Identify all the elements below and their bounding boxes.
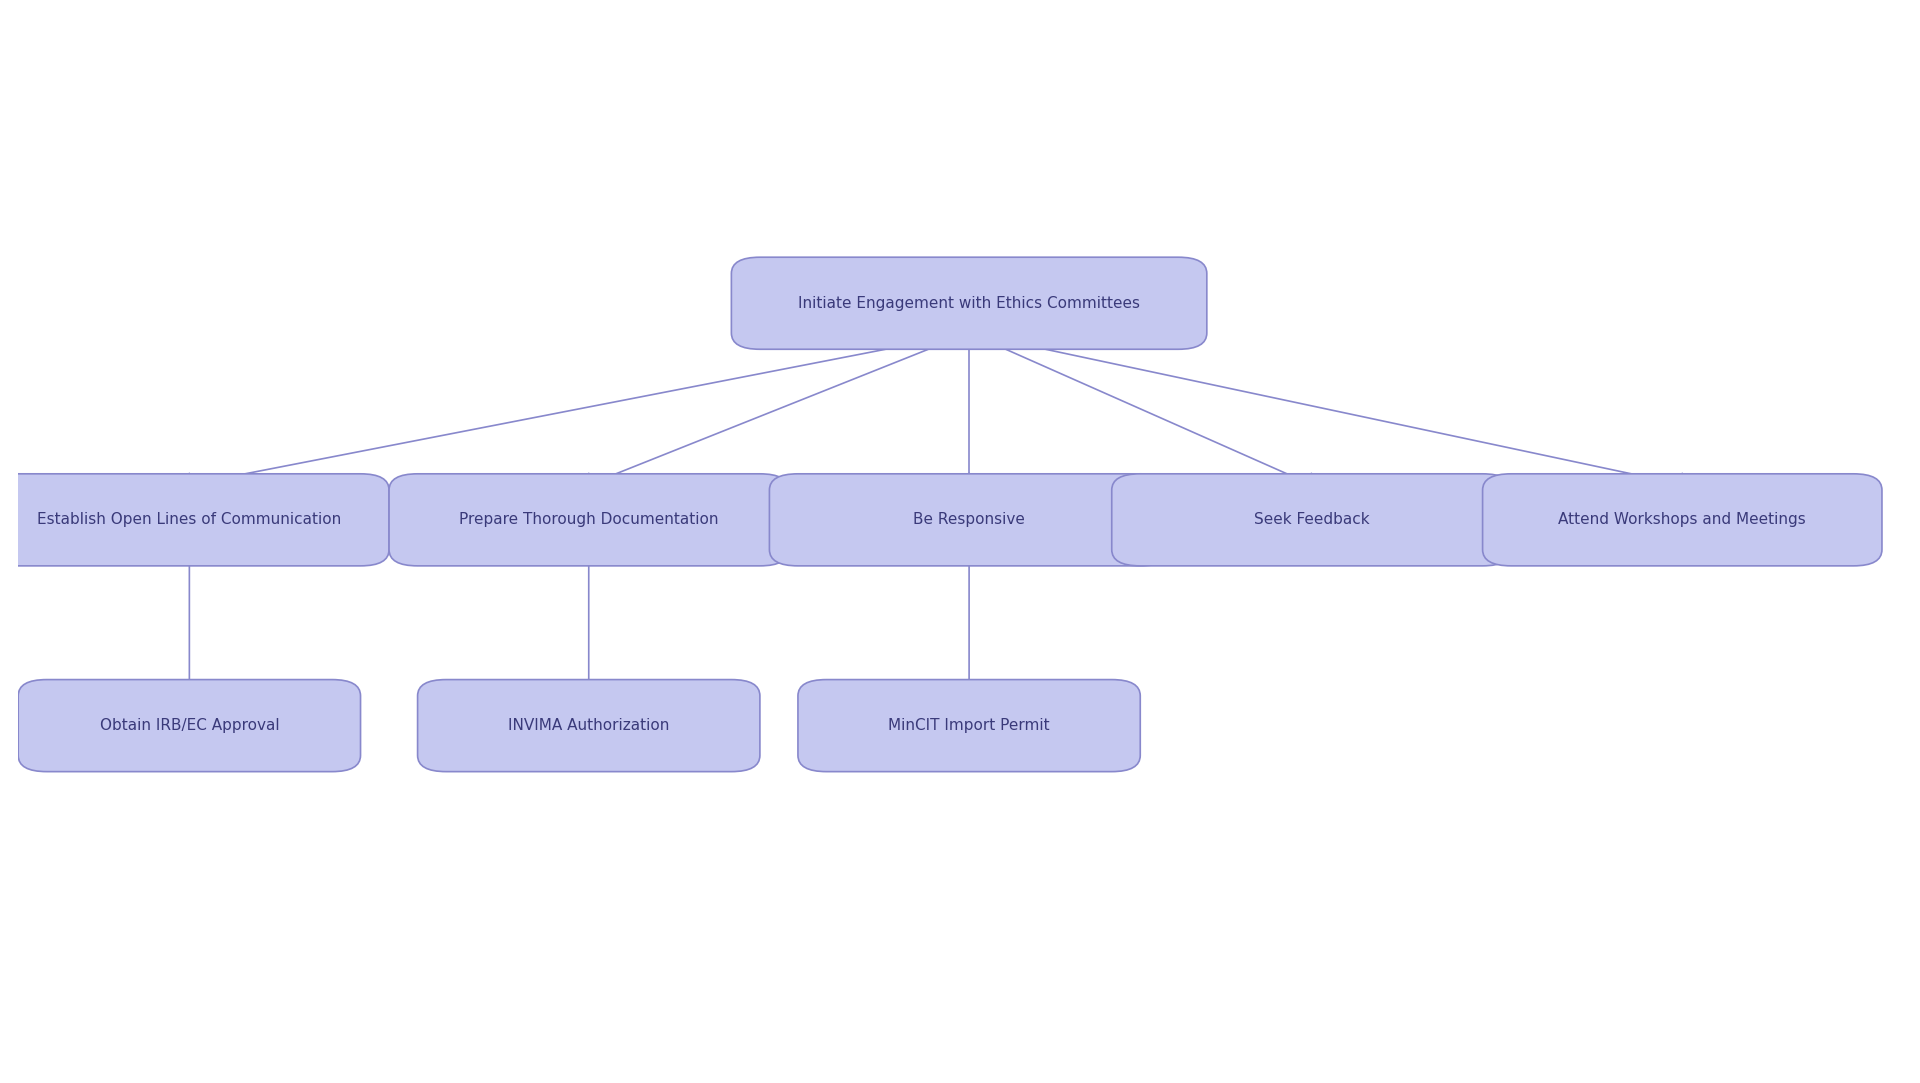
FancyBboxPatch shape: [0, 474, 390, 566]
Text: Establish Open Lines of Communication: Establish Open Lines of Communication: [36, 512, 342, 527]
FancyBboxPatch shape: [417, 680, 760, 772]
Text: Obtain IRB/EC Approval: Obtain IRB/EC Approval: [100, 718, 278, 733]
FancyBboxPatch shape: [732, 258, 1208, 349]
Text: INVIMA Authorization: INVIMA Authorization: [509, 718, 670, 733]
FancyBboxPatch shape: [1482, 474, 1882, 566]
Text: Initiate Engagement with Ethics Committees: Initiate Engagement with Ethics Committe…: [799, 296, 1140, 311]
FancyBboxPatch shape: [799, 680, 1140, 772]
FancyBboxPatch shape: [390, 474, 789, 566]
FancyBboxPatch shape: [770, 474, 1169, 566]
Text: Seek Feedback: Seek Feedback: [1254, 512, 1369, 527]
FancyBboxPatch shape: [1112, 474, 1511, 566]
Text: Be Responsive: Be Responsive: [914, 512, 1025, 527]
Text: Prepare Thorough Documentation: Prepare Thorough Documentation: [459, 512, 718, 527]
Text: MinCIT Import Permit: MinCIT Import Permit: [889, 718, 1050, 733]
Text: Attend Workshops and Meetings: Attend Workshops and Meetings: [1559, 512, 1807, 527]
FancyBboxPatch shape: [17, 680, 361, 772]
